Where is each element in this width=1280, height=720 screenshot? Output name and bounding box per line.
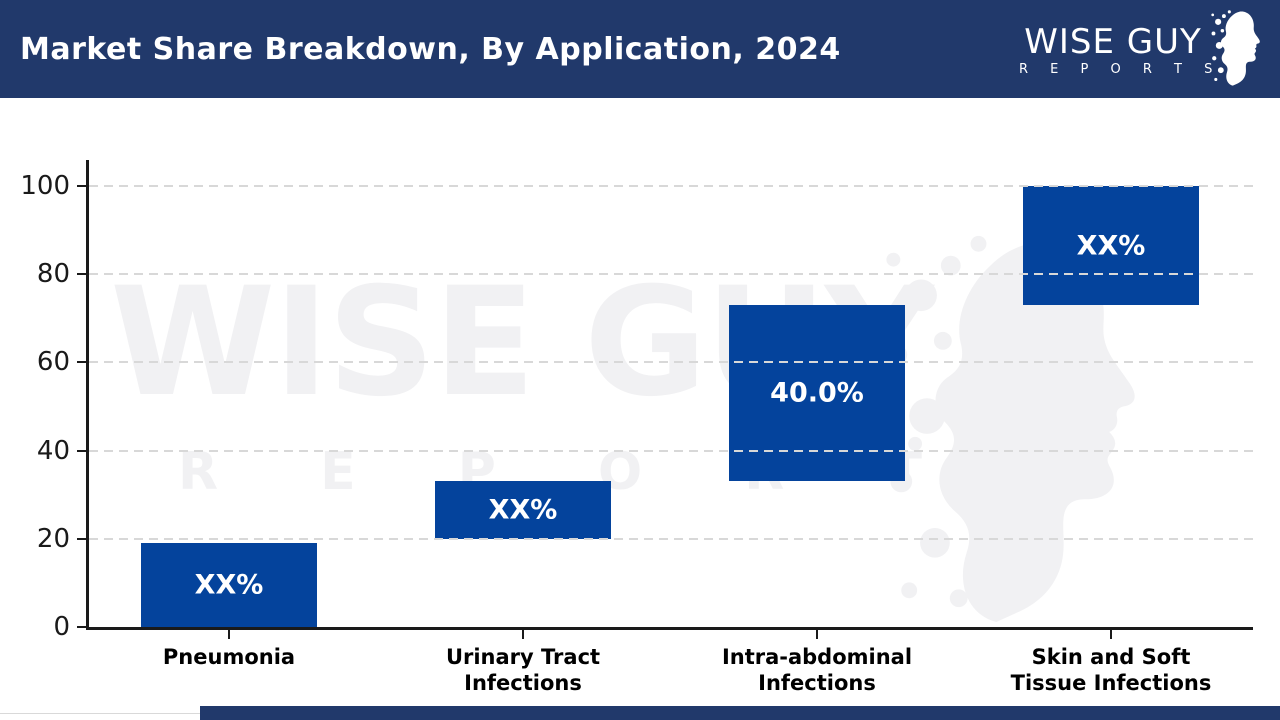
logo-wordmark: WISE GUY	[1024, 22, 1202, 62]
y-tick-label-60: 60	[36, 347, 70, 378]
x-tick-label-urinary-tract-infections: Urinary Tract Infections	[445, 645, 601, 696]
bar-skin-and-soft-tissue-infections	[1023, 186, 1199, 306]
y-tick-label-40: 40	[36, 435, 70, 466]
bar-intra-abdominal-infections	[729, 305, 905, 482]
y-tick-20	[77, 537, 86, 540]
gridline-40	[89, 449, 1253, 452]
chart-title: Market Share Breakdown, By Application, …	[20, 31, 841, 67]
x-tick-skin-and-soft-tissue-infections	[1110, 630, 1112, 639]
gridline-80	[89, 273, 1253, 276]
bar-value-label-pneumonia: XX%	[194, 569, 264, 601]
x-tick-label-pneumonia: Pneumonia	[162, 645, 296, 669]
footer-bar	[200, 706, 1280, 720]
x-tick-label-skin-and-soft-tissue-infections: Skin and Soft Tissue Infections	[1010, 645, 1212, 696]
logo-head-profile-icon	[1211, 10, 1260, 86]
bar-value-label-intra-abdominal-infections: 40.0%	[770, 377, 864, 409]
y-tick-60	[77, 361, 86, 364]
gridline-20	[89, 537, 1253, 540]
x-tick-pneumonia	[228, 630, 230, 639]
bar-value-label-urinary-tract-infections: XX%	[488, 494, 558, 526]
y-tick-80	[77, 273, 86, 276]
x-axis-spine	[86, 627, 1253, 630]
watermark-reports-text: R E P O R T S	[178, 442, 1104, 502]
gridline-60	[89, 361, 1253, 364]
y-tick-100	[77, 185, 86, 187]
x-tick-urinary-tract-infections	[522, 630, 524, 639]
gridline-100	[89, 185, 1253, 187]
bar-value-label-skin-and-soft-tissue-infections: XX%	[1076, 230, 1146, 262]
x-tick-intra-abdominal-infections	[816, 630, 818, 639]
y-tick-label-0: 0	[53, 612, 70, 642]
y-tick-40	[77, 449, 86, 452]
logo-reports-text: R E P O R T S	[1019, 62, 1222, 77]
y-axis-spine	[86, 160, 89, 629]
title-banner: Market Share Breakdown, By Application, …	[0, 0, 1280, 98]
y-tick-label-100: 100	[20, 171, 70, 201]
y-tick-label-20: 20	[36, 523, 70, 554]
bar-pneumonia	[141, 543, 317, 627]
x-tick-label-intra-abdominal-infections: Intra-abdominal Infections	[721, 645, 913, 696]
bar-urinary-tract-infections	[435, 481, 611, 539]
y-tick-label-80: 80	[36, 259, 70, 290]
wise-guy-reports-logo: WISE GUY R E P O R T S	[1005, 4, 1270, 94]
y-tick-0	[77, 626, 86, 628]
